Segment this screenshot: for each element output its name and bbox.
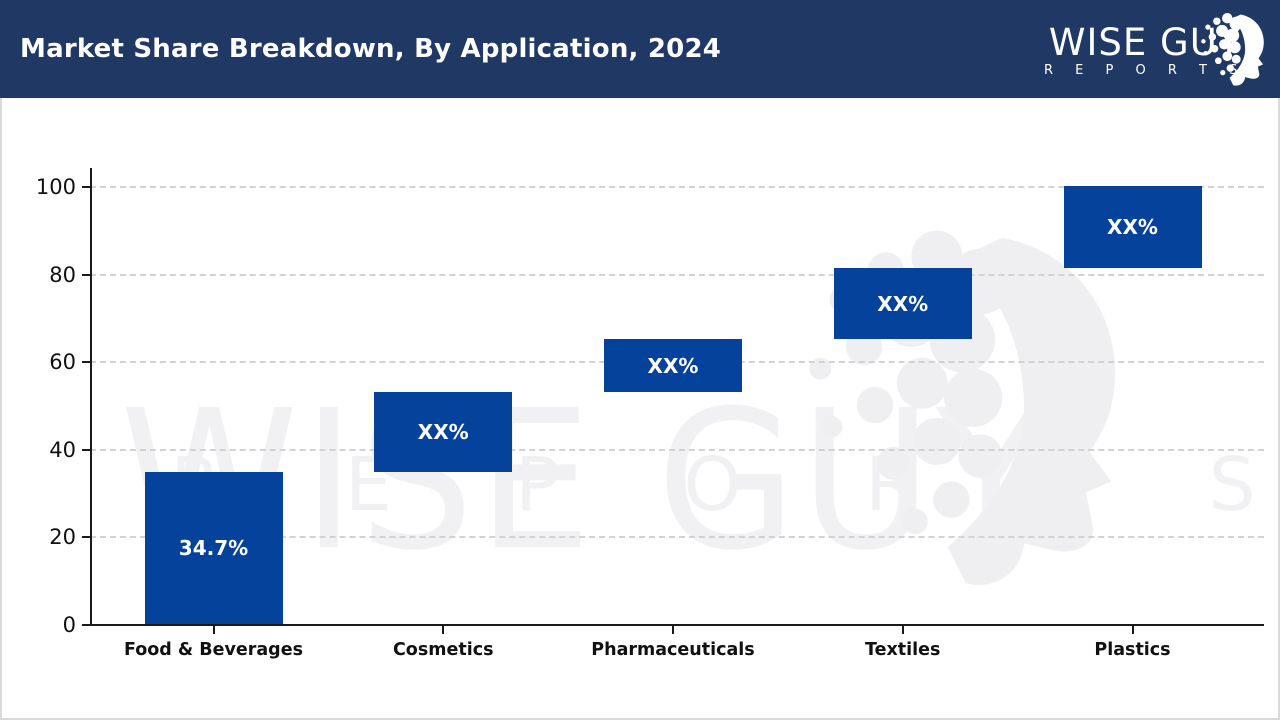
y-tick-80	[82, 273, 90, 276]
header: Market Share Breakdown, By Application, …	[0, 0, 1280, 98]
x-tick-textiles	[901, 626, 904, 634]
logo-text: WISE GUY R E P O R T S	[1044, 21, 1247, 79]
y-axis-line	[90, 168, 92, 626]
y-tick-label-80: 80	[49, 262, 76, 287]
watermark-subtitle: R E P O R T S	[170, 442, 1280, 528]
gridline-20	[90, 536, 1264, 539]
bar-value-label-cosmetics: XX%	[417, 419, 469, 444]
bar-value-label-plastics: XX%	[1107, 214, 1158, 239]
category-label-food-and-beverages: Food & Beverages	[124, 640, 303, 660]
logo-face-icon	[1201, 12, 1264, 86]
gridline-40	[90, 448, 1264, 451]
bar-food-and-beverages: 34.7%	[144, 472, 283, 624]
x-tick-food-and-beverages	[212, 626, 215, 634]
x-tick-plastics	[1131, 626, 1134, 634]
x-tick-cosmetics	[442, 626, 445, 634]
y-tick-20	[82, 536, 90, 539]
gridline-80	[90, 273, 1264, 276]
category-label-textiles: Textiles	[865, 640, 941, 660]
y-tick-label-20: 20	[49, 525, 76, 550]
chart-area: WISE GUY R E P O R T S 0 20 40 60 80 100 34.7%…	[0, 98, 1280, 720]
y-tick-label-40: 40	[49, 437, 76, 462]
gridline-100	[90, 186, 1264, 188]
y-tick-label-100: 100	[35, 175, 76, 199]
bar-plastics: XX%	[1063, 186, 1202, 268]
y-tick-0	[82, 624, 90, 626]
logo-subtitle: R E P O R T S	[1044, 63, 1247, 78]
y-tick-label-0: 0	[62, 613, 76, 637]
bar-value-label-pharmaceuticals: XX%	[647, 353, 699, 378]
page-title: Market Share Breakdown, By Application, …	[20, 34, 722, 64]
y-tick-label-60: 60	[49, 350, 76, 375]
bar-pharmaceuticals: XX%	[604, 339, 742, 392]
y-tick-60	[82, 361, 90, 364]
bar-cosmetics: XX%	[374, 391, 513, 472]
y-tick-40	[82, 448, 90, 451]
y-tick-100	[82, 186, 90, 188]
category-label-pharmaceuticals: Pharmaceuticals	[591, 640, 755, 660]
x-tick-pharmaceuticals	[672, 626, 674, 634]
bar-textiles: XX%	[833, 267, 972, 340]
category-label-cosmetics: Cosmetics	[392, 640, 494, 660]
logo-wordmark: WISE GUY	[1048, 21, 1242, 64]
x-axis-line	[90, 624, 1264, 626]
bar-value-label-textiles: XX%	[877, 291, 929, 316]
category-label-plastics: Plastics	[1094, 640, 1171, 660]
wiseguy-logo: WISE GUY R E P O R T S	[1016, 8, 1266, 92]
bar-value-label-food-and-beverages: 34.7%	[178, 535, 249, 560]
